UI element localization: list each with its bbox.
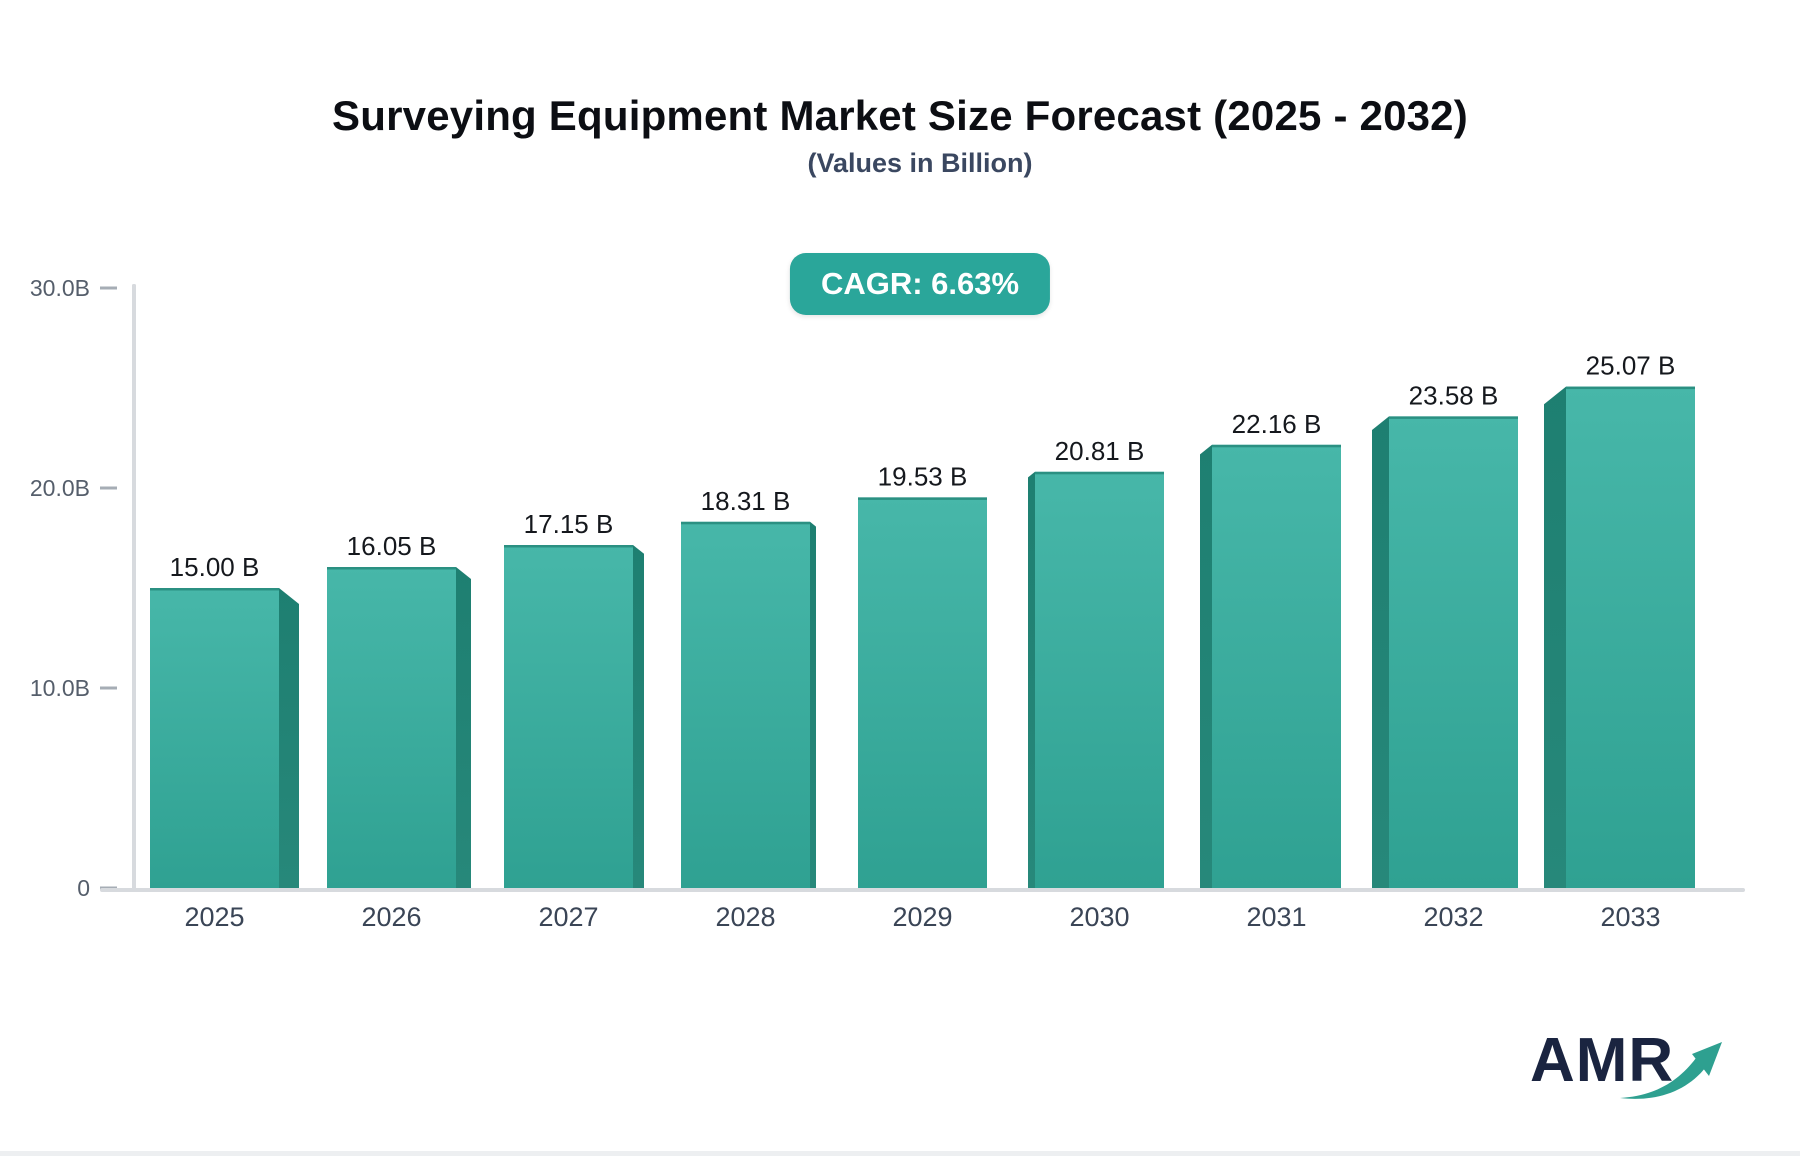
bar-value-label: 15.00 B: [170, 552, 260, 582]
growth-arrow-icon: [1620, 1042, 1722, 1099]
cagr-badge: CAGR: 6.63%: [789, 253, 1051, 315]
bar-top-edge: [681, 521, 810, 525]
amr-logo-text: AMR: [1530, 1026, 1675, 1095]
bar-2030: 20.81 B 2030: [1028, 436, 1164, 932]
chart-subtitle: (Values in Billion): [807, 148, 1033, 178]
bar-front-face: [504, 545, 633, 888]
bar-value-label: 22.16 B: [1232, 409, 1322, 439]
bar-front-face: [1212, 444, 1341, 888]
bar-top-edge: [1212, 444, 1341, 448]
bar-side-face: [1200, 444, 1212, 888]
bar-side-face: [1028, 471, 1035, 888]
y-axis-tick: [100, 686, 117, 690]
y-axis-tick: [100, 486, 117, 490]
bar-front-face: [1035, 471, 1164, 888]
bar-top-edge: [504, 545, 633, 548]
bar-front-face: [327, 567, 456, 888]
x-axis-label: 2030: [1069, 902, 1129, 932]
x-axis-label: 2033: [1600, 902, 1660, 932]
x-axis-line: [100, 888, 1745, 892]
bar-2029: 19.53 B 2029: [858, 461, 987, 932]
x-axis-label: 2025: [184, 902, 244, 932]
bar-2028: 18.31 B 2028: [681, 486, 816, 932]
y-axis-tick-label: 0: [77, 875, 90, 901]
bar-2032: 23.58 B 2032: [1372, 380, 1518, 932]
bar-side-face: [1372, 416, 1389, 888]
bar-top-edge: [1389, 416, 1518, 419]
y-axis-tick-label: 30.0B: [30, 275, 90, 301]
bar-side-face: [633, 545, 644, 888]
bar-front-face: [1389, 416, 1518, 888]
bar-front-face: [150, 588, 279, 888]
bar-side-face: [1544, 386, 1566, 888]
bar-top-edge: [1566, 386, 1695, 390]
cagr-badge-label: CAGR: 6.63%: [820, 266, 1020, 301]
bar-side-face: [810, 521, 816, 888]
x-axis-label: 2029: [892, 902, 952, 932]
bar-front-face: [1566, 386, 1695, 888]
y-axis-tick-label: 20.0B: [30, 475, 90, 501]
bar-side-face: [456, 567, 471, 888]
bar-value-label: 17.15 B: [524, 509, 614, 539]
x-axis-label: 2026: [361, 902, 421, 932]
x-axis-label: 2031: [1246, 902, 1306, 932]
bar-value-label: 18.31 B: [701, 486, 791, 516]
bar-front-face: [681, 521, 810, 888]
y-axis-tick: [100, 286, 117, 290]
bar-2033: 25.07 B 2033: [1544, 351, 1695, 932]
x-axis-label: 2027: [538, 902, 598, 932]
bar-value-label: 19.53 B: [878, 461, 968, 491]
bar-top-edge: [1035, 471, 1164, 475]
bar-value-label: 23.58 B: [1409, 380, 1499, 410]
bar-2026: 16.05 B 2026: [327, 531, 471, 932]
bar-2027: 17.15 B 2027: [504, 509, 644, 932]
bar-value-label: 20.81 B: [1055, 436, 1145, 466]
bar-front-face: [858, 497, 987, 888]
amr-logo: AMR: [1530, 1030, 1730, 1126]
x-axis-label: 2032: [1423, 902, 1483, 932]
bar-value-label: 25.07 B: [1586, 351, 1676, 381]
bar-2031: 22.16 B 2031: [1200, 409, 1341, 932]
y-axis-line: [132, 284, 136, 891]
bar-side-face: [279, 588, 299, 888]
x-axis-label: 2028: [715, 902, 775, 932]
page-bottom-border: [0, 1151, 1800, 1156]
bar-top-edge: [858, 497, 987, 500]
y-axis-tick-label: 10.0B: [30, 675, 90, 701]
chart-title: Surveying Equipment Market Size Forecast…: [332, 92, 1468, 139]
bar-value-label: 16.05 B: [347, 531, 437, 561]
bar-2025: 15.00 B 2025: [150, 552, 299, 932]
bar-top-edge: [327, 567, 456, 570]
bar-top-edge: [150, 588, 279, 591]
